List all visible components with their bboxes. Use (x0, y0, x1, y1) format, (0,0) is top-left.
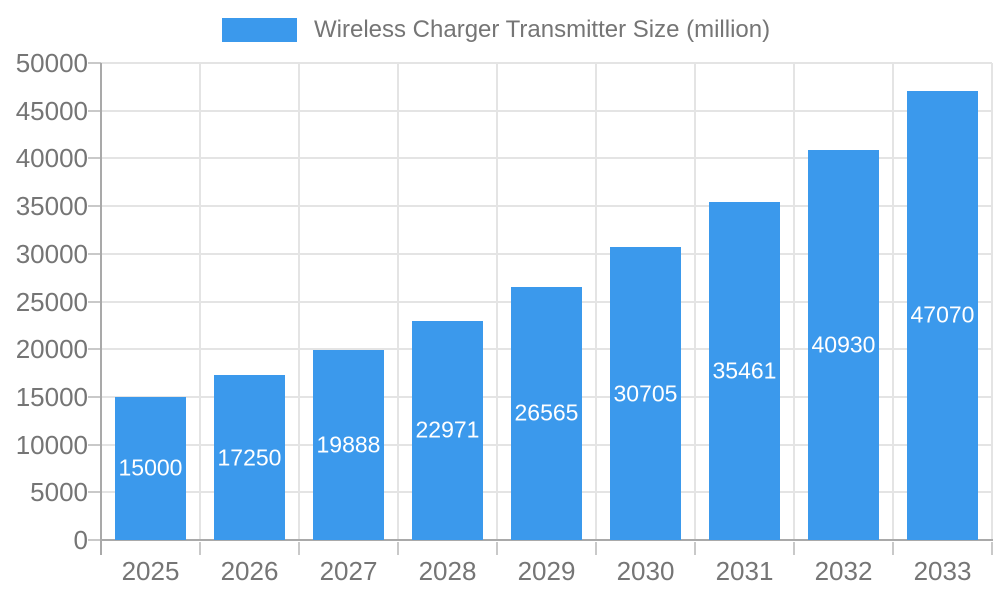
y-tick-label: 10000 (15, 429, 88, 460)
y-axis-tick (88, 62, 101, 64)
bar-value-label: 35461 (712, 357, 777, 384)
x-tick-label: 2033 (913, 556, 972, 586)
x-axis-tick (892, 542, 894, 555)
y-axis-line (100, 63, 102, 555)
x-tick-label: 2027 (319, 556, 378, 586)
x-tick-label: 2025 (121, 556, 180, 586)
gridline-vertical (694, 63, 696, 540)
bar-value-label: 15000 (118, 454, 183, 481)
legend-swatch-icon (222, 18, 297, 42)
x-axis-tick (397, 542, 399, 555)
y-tick-label: 40000 (15, 143, 88, 174)
bar[interactable]: 40930 (808, 149, 879, 540)
x-axis-tick (694, 542, 696, 555)
gridline-horizontal (101, 205, 992, 208)
bar-value-label: 19888 (316, 431, 381, 458)
y-axis-tick (88, 539, 101, 541)
y-tick-label: 50000 (15, 48, 88, 78)
bar[interactable]: 15000 (115, 396, 186, 540)
bar[interactable]: 17250 (214, 375, 285, 540)
y-tick-label: 0 (73, 525, 88, 555)
gridline-vertical (397, 63, 399, 540)
x-axis-tick (991, 542, 993, 555)
y-axis-tick (88, 205, 101, 208)
y-axis-tick (88, 395, 101, 398)
x-tick-label: 2031 (715, 556, 774, 586)
y-axis-tick (88, 443, 101, 446)
x-axis-line (100, 539, 993, 541)
bar-value-label: 26565 (514, 399, 579, 426)
x-tick-label: 2026 (220, 556, 279, 586)
y-tick-label: 20000 (15, 334, 88, 365)
y-axis-tick (88, 491, 101, 494)
y-axis-tick (88, 252, 101, 255)
y-axis-tick (88, 348, 101, 351)
y-axis-tick (88, 157, 101, 160)
gridline-vertical (991, 63, 993, 540)
gridline-vertical (892, 63, 894, 540)
bar[interactable]: 47070 (907, 90, 978, 540)
y-tick-label: 45000 (15, 95, 88, 126)
gridline-vertical (595, 63, 597, 540)
gridline-horizontal (101, 157, 992, 160)
x-axis-tick (595, 542, 597, 555)
x-axis-tick (199, 542, 201, 555)
x-tick-label: 2029 (517, 556, 576, 586)
x-tick-label: 2030 (616, 556, 675, 586)
bar-value-label: 22971 (415, 416, 480, 443)
bar[interactable]: 30705 (610, 247, 681, 540)
x-axis-tick (793, 542, 795, 555)
legend-label: Wireless Charger Transmitter Size (milli… (314, 16, 771, 43)
legend[interactable]: Wireless Charger Transmitter Size (milli… (222, 16, 770, 44)
bar-value-label: 47070 (910, 301, 975, 328)
x-tick-label: 2028 (418, 556, 477, 586)
bar-value-label: 40930 (811, 331, 876, 358)
gridline-horizontal (101, 62, 992, 64)
y-tick-label: 15000 (15, 381, 88, 412)
gridline-vertical (793, 63, 795, 540)
y-axis-tick (88, 300, 101, 303)
bar-value-label: 17250 (217, 444, 282, 471)
bar[interactable]: 19888 (313, 350, 384, 540)
y-tick-label: 5000 (30, 477, 88, 508)
bar-value-label: 30705 (613, 380, 678, 407)
gridline-horizontal (101, 252, 992, 255)
x-axis-tick (496, 542, 498, 555)
y-axis-tick (88, 109, 101, 112)
gridline-horizontal (101, 109, 992, 112)
x-tick-label: 2032 (814, 556, 873, 586)
bar[interactable]: 26565 (511, 286, 582, 540)
y-tick-label: 35000 (15, 191, 88, 222)
bar[interactable]: 22971 (412, 320, 483, 540)
gridline-vertical (199, 63, 201, 540)
y-tick-label: 25000 (15, 286, 88, 317)
gridline-vertical (298, 63, 300, 540)
y-tick-label: 30000 (15, 238, 88, 269)
bar[interactable]: 35461 (709, 201, 780, 540)
gridline-vertical (496, 63, 498, 540)
x-axis-tick (298, 542, 300, 555)
